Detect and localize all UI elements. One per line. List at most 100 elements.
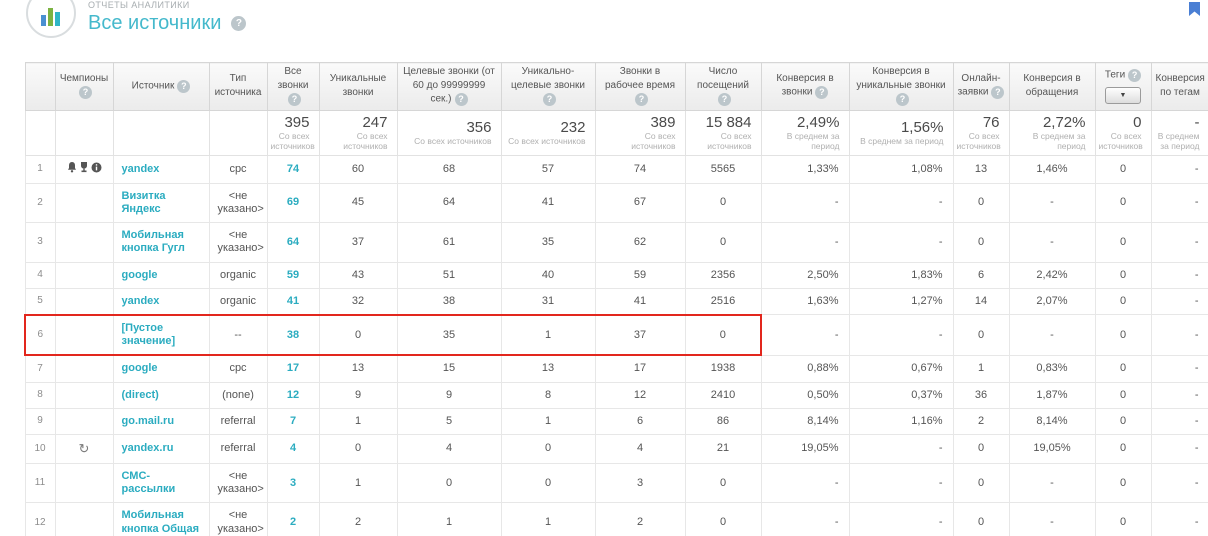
help-icon[interactable]: ? xyxy=(635,93,648,107)
col-header-work_time_calls[interactable]: Звонки в рабочее время? xyxy=(594,62,686,111)
source-row: 7 google cpc 17 13 15 13 17 1938 0,88% 0,67% 1 0,83%… xyxy=(24,354,1208,383)
all-calls-link[interactable]: 12 xyxy=(286,388,300,401)
cell-unique_calls: 37 xyxy=(318,222,398,263)
cell-work_time_calls: 37 xyxy=(594,313,686,357)
help-icon[interactable]: ? xyxy=(543,93,556,107)
bell-badge-icon[interactable] xyxy=(67,161,77,177)
row-number: 10 xyxy=(24,433,56,465)
cell-conv_tags: - xyxy=(1150,287,1208,316)
cell-target_calls: 35 xyxy=(396,313,502,357)
help-icon[interactable]: ? xyxy=(991,86,1005,100)
col-header-unique_calls[interactable]: Уникальные звонки xyxy=(318,62,398,111)
refresh-icon[interactable]: ↻ xyxy=(78,440,90,456)
row-number: 1 xyxy=(24,154,56,184)
col-header-source[interactable]: Источник? xyxy=(112,62,210,111)
col-header-visits[interactable]: Число посещений? xyxy=(684,62,762,111)
summary-type xyxy=(208,110,268,156)
all-calls-link[interactable]: 41 xyxy=(286,294,300,307)
all-calls-link[interactable]: 38 xyxy=(286,328,300,341)
col-header-conv_unique_calls[interactable]: Конверсия в уникальные звонки? xyxy=(848,62,954,111)
title-block: Отчеты аналитики Все источники ? xyxy=(88,0,247,35)
col-header-conv_tags[interactable]: Конверсия по тегам xyxy=(1150,62,1208,111)
col-header-unique_target_calls[interactable]: Уникально-целевые звонки? xyxy=(500,62,596,111)
source-row: 11 СМС-рассылки <не указано> 3 1 0 0 3 0- -0-0- xyxy=(24,463,1208,504)
source-link[interactable]: google xyxy=(121,268,158,281)
trophy-badge-icon[interactable] xyxy=(79,161,89,177)
cell-conv_unique_calls: 0,67% xyxy=(848,354,954,383)
summary-caption: В среднем за период xyxy=(1157,131,1200,152)
source-link[interactable]: yandex xyxy=(121,294,160,307)
summary-value: 2,72% xyxy=(1042,114,1086,131)
cell-unique_calls: 13 xyxy=(318,354,398,383)
help-icon[interactable]: ? xyxy=(454,93,468,107)
col-header-label: Чемпионы xyxy=(59,72,109,84)
source-link[interactable]: Визитка Яндекс xyxy=(121,189,166,215)
cell-unique_calls: 0 xyxy=(318,313,398,357)
info-badge-icon[interactable] xyxy=(91,162,102,177)
all-calls-link[interactable]: 74 xyxy=(286,162,300,175)
help-icon[interactable]: ? xyxy=(815,86,829,100)
cell-tags: 0 xyxy=(1094,502,1152,536)
all-calls-link[interactable]: 17 xyxy=(286,362,300,375)
cell-visits: 0 xyxy=(684,313,762,357)
summary-unique_calls: 247 Со всех источников xyxy=(318,110,398,156)
col-header-label: Конверсия в звонки xyxy=(776,72,834,98)
summary-source xyxy=(112,110,210,156)
all-calls-link[interactable]: 59 xyxy=(286,268,300,281)
cell-work_time_calls: 74 xyxy=(594,154,686,184)
col-header-champions[interactable]: Чемпионы? xyxy=(54,62,114,111)
col-header-online_leads[interactable]: Онлайн-заявки? xyxy=(952,62,1010,111)
cell-conv_unique_calls: - xyxy=(848,314,954,356)
help-icon[interactable]: ? xyxy=(79,86,92,100)
cell-type: <не указано> xyxy=(208,463,268,504)
title-help-icon[interactable]: ? xyxy=(231,16,247,31)
source-link[interactable]: (direct) xyxy=(121,388,159,401)
source-link[interactable]: google xyxy=(121,362,158,375)
all-calls-link[interactable]: 69 xyxy=(286,196,300,209)
source-link[interactable]: go.mail.ru xyxy=(121,414,175,427)
cell-unique_target_calls: 1 xyxy=(500,313,596,357)
all-calls-link[interactable]: 3 xyxy=(289,476,297,489)
help-icon[interactable]: ? xyxy=(896,93,909,107)
cell-unique_target_calls: 1 xyxy=(500,502,596,536)
col-header-label: Онлайн-заявки xyxy=(957,72,1001,98)
col-header-conv_calls[interactable]: Конверсия в звонки? xyxy=(760,62,850,111)
summary-value: 232 xyxy=(560,119,586,137)
col-header-conv_requests[interactable]: Конверсия в обращения xyxy=(1008,62,1096,111)
help-icon[interactable]: ? xyxy=(718,93,731,107)
champions-cell xyxy=(54,182,114,224)
cell-visits: 0 xyxy=(684,222,762,263)
cell-conv_tags: - xyxy=(1150,154,1208,184)
help-icon[interactable]: ? xyxy=(1128,69,1142,83)
cell-tags: 0 xyxy=(1094,381,1152,409)
cell-online_leads: 0 xyxy=(952,182,1010,224)
source-link[interactable]: Мобильная кнопка Общая xyxy=(121,509,200,535)
col-header-type[interactable]: Тип источника xyxy=(208,62,268,111)
column-header-row: Чемпионы? Источник? Тип источника Все звонк… xyxy=(24,62,1208,111)
cell-unique_target_calls: 0 xyxy=(500,433,596,465)
bookmark-icon[interactable] xyxy=(1189,2,1200,21)
tags-filter-dropdown-button[interactable]: ▼ xyxy=(1105,86,1141,104)
source-link[interactable]: yandex xyxy=(121,162,160,175)
help-icon[interactable]: ? xyxy=(288,93,301,107)
source-link[interactable]: [Пустое значение] xyxy=(121,321,176,348)
col-header-label: Уникально-целевые звонки xyxy=(511,66,585,91)
cell-unique_target_calls: 1 xyxy=(500,407,596,435)
all-calls-link[interactable]: 7 xyxy=(289,414,297,427)
col-header-calls[interactable]: Все звонки? xyxy=(266,62,320,111)
all-calls-link[interactable]: 4 xyxy=(289,442,297,455)
help-icon[interactable]: ? xyxy=(177,79,191,93)
col-header-tags[interactable]: Теги? ▼ xyxy=(1094,62,1152,111)
all-calls-link[interactable]: 2 xyxy=(289,516,297,529)
source-link[interactable]: СМС-рассылки xyxy=(121,470,176,496)
summary-value: 0 xyxy=(1133,114,1142,131)
cell-target_calls: 15 xyxy=(396,354,502,383)
all-calls-link[interactable]: 64 xyxy=(286,235,300,248)
champions-cell xyxy=(54,463,114,504)
row-number: 8 xyxy=(24,381,56,409)
row-number: 2 xyxy=(24,182,56,224)
source-link[interactable]: yandex.ru xyxy=(121,442,174,455)
source-link[interactable]: Мобильная кнопка Гугл xyxy=(121,229,185,255)
col-header-target_calls[interactable]: Целевые звонки (от 60 до 99999999 сек.)? xyxy=(396,62,502,111)
cell-unique_calls: 43 xyxy=(318,261,398,289)
